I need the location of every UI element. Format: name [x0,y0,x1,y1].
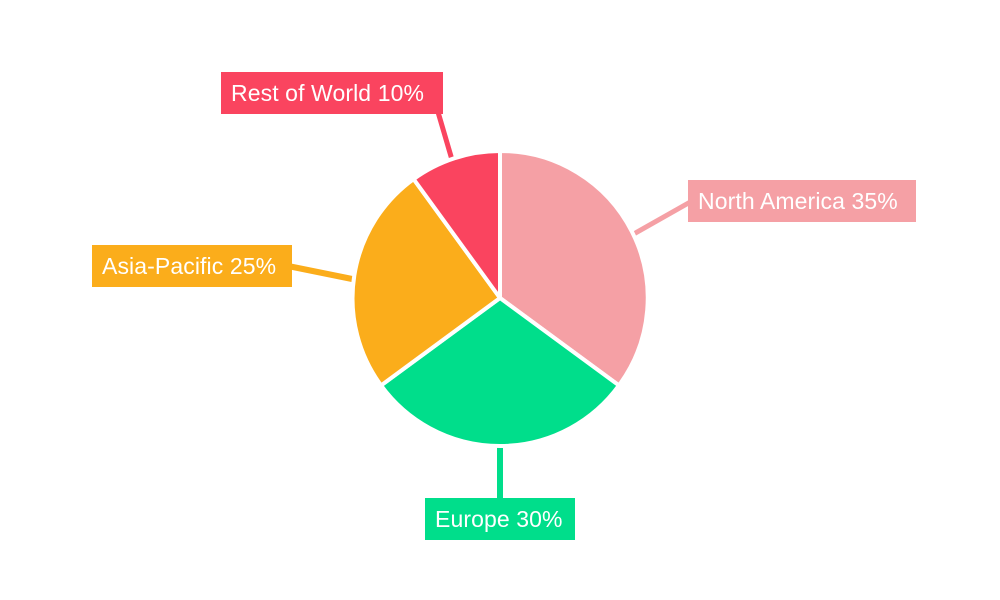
pie-label-europe[interactable]: Europe 30% [425,498,575,540]
pie-label-north-america[interactable]: North America 35% [688,180,916,222]
pie-slice-europe[interactable] [379,296,621,448]
pie-label-rest-of-world-text: Rest of World 10% [231,79,425,106]
pie-slice-asia-pacific[interactable] [350,177,502,388]
leader-line-asia-pacific [287,263,363,284]
pie-label-asia-pacific[interactable]: Asia-Pacific 25% [92,245,292,287]
pie-wedges [350,148,650,448]
pie-label-asia-pacific-text: Asia-Pacific 25% [102,252,277,279]
pie-label-rest-of-world[interactable]: Rest of World 10% [221,72,443,114]
pie-label-europe-text: Europe 30% [435,505,563,532]
pie-label-north-america-text: North America 35% [698,187,898,214]
pie-slice-north-america[interactable] [498,148,650,388]
leader-line-north-america [630,198,694,238]
pie-slice-rest-of-world[interactable] [411,149,502,300]
